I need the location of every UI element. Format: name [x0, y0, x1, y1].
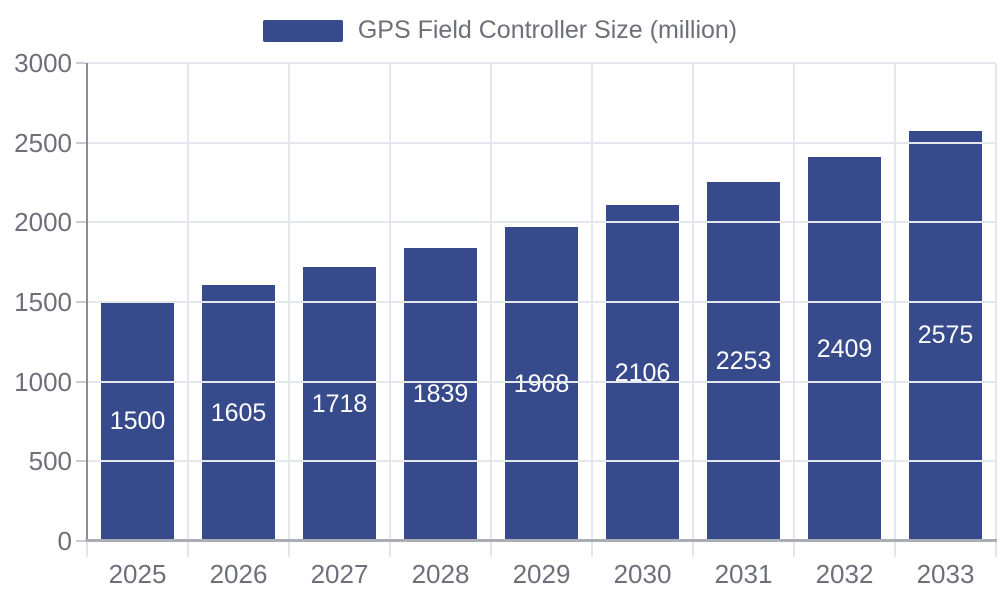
y-axis-labels: 0 500 1000 1500 2000 2500 3000	[0, 50, 72, 554]
y-tick-label: 2500	[14, 127, 72, 158]
y-axis-tick	[76, 221, 86, 224]
h-gridline	[87, 380, 996, 383]
x-axis-line	[85, 539, 997, 542]
bar-2030[interactable]: 2106	[606, 205, 679, 541]
bar-slot: 1605	[188, 63, 289, 541]
bar-slot: 1718	[289, 63, 390, 541]
y-axis-tick	[76, 141, 86, 144]
bar-2025[interactable]: 1500	[101, 302, 174, 541]
bar-2032[interactable]: 2409	[808, 157, 881, 541]
v-gridline	[691, 63, 694, 541]
legend-label: GPS Field Controller Size (million)	[357, 16, 738, 44]
y-tick-label: 1000	[14, 366, 72, 397]
bar-2031[interactable]: 2253	[707, 182, 780, 541]
x-tick-label: 2027	[310, 559, 369, 589]
v-gridline	[186, 63, 189, 541]
y-tick-label: 2000	[14, 207, 72, 238]
bar-value-label: 1839	[412, 380, 469, 408]
v-gridline	[995, 63, 997, 541]
bar-series: 1500 1605 1718 1839 1968 2106 2253 2409 2575	[87, 63, 996, 541]
x-axis-tick	[995, 542, 997, 557]
x-tick-label: 2031	[714, 559, 773, 589]
bar-value-label: 1718	[311, 389, 368, 418]
x-axis-tick	[490, 542, 492, 557]
x-tick-label: 2030	[613, 559, 672, 589]
bar-2026[interactable]: 1605	[202, 285, 275, 541]
y-tick-label: 1500	[14, 287, 72, 317]
bar-value-label: 2575	[917, 321, 974, 350]
x-axis-tick	[692, 542, 694, 557]
bar-value-label: 2409	[816, 334, 873, 363]
x-axis-tick	[591, 542, 593, 557]
h-gridline	[87, 221, 996, 224]
h-gridline	[87, 301, 996, 303]
bar-2028[interactable]: 1839	[404, 248, 477, 541]
bar-value-label: 1605	[210, 398, 267, 427]
y-axis-tick	[76, 380, 86, 383]
h-gridline	[87, 460, 996, 463]
x-tick-label: 2033	[916, 559, 975, 589]
bar-2033[interactable]: 2575	[909, 130, 982, 541]
y-tick-label: 3000	[14, 48, 72, 78]
legend-swatch	[262, 19, 343, 42]
y-axis-tick	[76, 460, 86, 463]
y-axis-line	[86, 63, 88, 556]
v-gridline	[489, 63, 492, 541]
x-tick-label: 2026	[209, 559, 268, 589]
bar-value-label: 2253	[715, 347, 772, 376]
bar-slot: 2409	[794, 63, 895, 541]
v-gridline	[793, 63, 795, 541]
y-axis-tick	[76, 62, 86, 64]
bar-slot: 2575	[895, 63, 996, 541]
x-axis-tick	[894, 542, 896, 557]
bar-slot: 2253	[693, 63, 794, 541]
h-gridline	[87, 62, 996, 64]
v-gridline	[287, 63, 290, 541]
bar-slot: 2106	[592, 63, 693, 541]
x-tick-label: 2025	[108, 559, 167, 589]
x-axis-tick	[86, 542, 88, 557]
plot-area: 1500 1605 1718 1839 1968 2106 2253 2409 2575	[87, 62, 997, 541]
x-tick-label: 2032	[815, 559, 874, 589]
x-axis-labels: 2025 2026 2027 2028 2029 2030 2031 2032 2033	[87, 560, 996, 589]
legend-item-gps-field-controller-size[interactable]: GPS Field Controller Size (million)	[0, 18, 1000, 43]
bar-2027[interactable]: 1718	[303, 267, 376, 541]
y-tick-label: 0	[57, 526, 72, 556]
x-tick-label: 2029	[512, 559, 571, 589]
x-axis-tick	[793, 542, 795, 557]
bar-2029[interactable]: 1968	[505, 227, 578, 541]
x-axis-tick	[288, 542, 290, 557]
x-axis-tick	[187, 542, 189, 557]
y-axis-tick	[76, 540, 86, 542]
v-gridline	[893, 63, 896, 541]
v-gridline	[591, 63, 593, 541]
h-gridline	[87, 141, 996, 144]
y-tick-label: 500	[28, 446, 72, 477]
bar-slot: 1968	[491, 63, 592, 541]
bar-slot: 1839	[390, 63, 491, 541]
bar-value-label: 1500	[109, 407, 166, 435]
y-axis-tick	[76, 301, 86, 303]
bar-value-label: 1968	[513, 369, 570, 398]
bar-slot: 1500	[87, 63, 188, 541]
v-gridline	[388, 63, 391, 541]
x-axis-tick	[389, 542, 391, 557]
x-tick-label: 2028	[411, 559, 470, 589]
